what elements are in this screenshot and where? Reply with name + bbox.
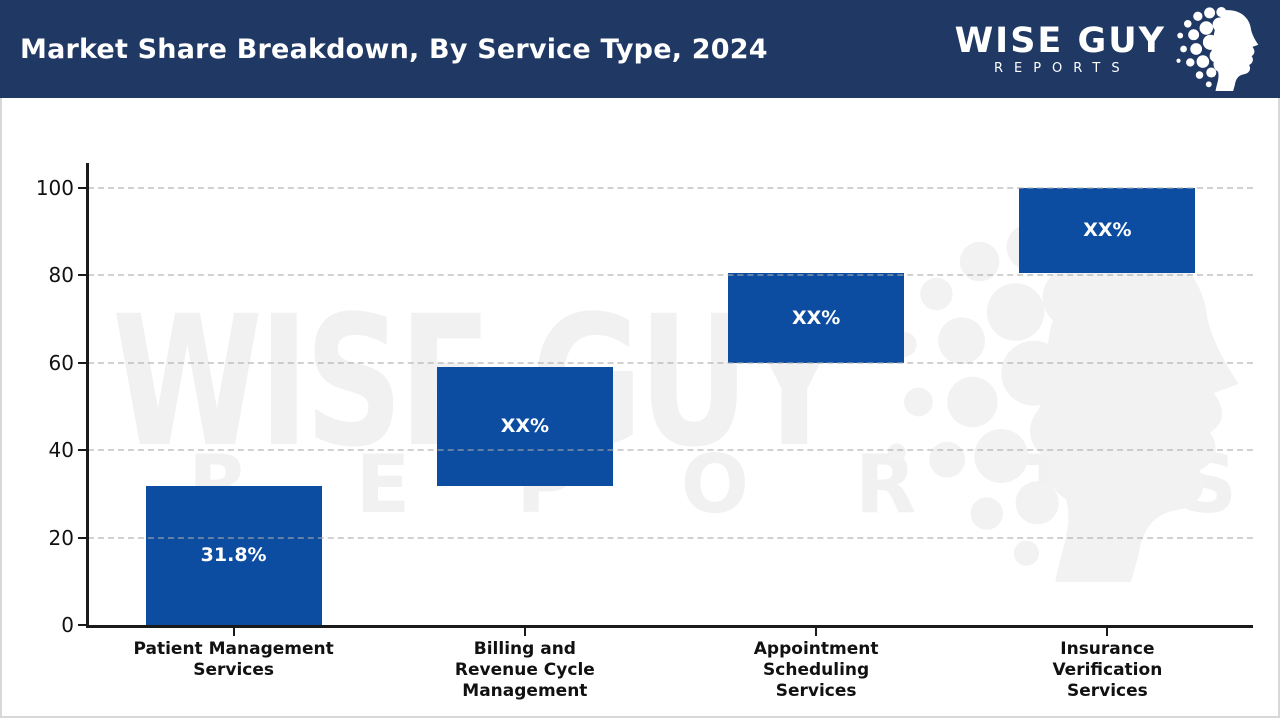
watermark-head-icon <box>887 222 1239 582</box>
bar-value-label: XX% <box>791 306 841 329</box>
brand-logo: WISE GUY REPORTS <box>955 7 1266 91</box>
y-axis-line <box>86 163 89 628</box>
bar: XX% <box>1019 187 1196 273</box>
brand-logo-text: WISE GUY REPORTS <box>955 23 1166 76</box>
y-tick-label: 0 <box>61 613 74 637</box>
gridline <box>88 186 1253 189</box>
gridline <box>88 449 1253 451</box>
bar-value-label: 31.8% <box>200 544 267 567</box>
x-category-label: Patient Management Services <box>133 639 334 680</box>
brand-subname: REPORTS <box>993 60 1131 76</box>
bar-value-label: XX% <box>500 415 550 438</box>
x-tick-mark <box>1106 628 1109 636</box>
x-category-label: Billing and Revenue Cycle Management <box>454 639 595 701</box>
frame-right <box>1278 98 1280 718</box>
x-tick-mark <box>232 628 235 636</box>
frame-left <box>0 98 2 718</box>
bar: 31.8% <box>145 485 322 625</box>
y-tick-mark <box>78 624 86 626</box>
y-tick-label: 100 <box>35 175 74 200</box>
y-tick-label: 40 <box>48 438 74 462</box>
brand-name: WISE GUY <box>954 20 1166 61</box>
y-tick-label: 80 <box>48 263 74 287</box>
x-category-label: Appointment Scheduling Services <box>753 639 879 701</box>
y-tick-label: 20 <box>48 525 74 550</box>
x-axis-line <box>86 625 1253 628</box>
x-tick-mark <box>815 628 818 636</box>
frame-bottom <box>0 716 1280 718</box>
y-tick-mark <box>78 274 86 276</box>
brand-head-icon <box>1176 7 1259 91</box>
x-category-label: Insurance Verification Services <box>1052 639 1163 701</box>
y-tick-label: 60 <box>48 350 74 375</box>
bar: XX% <box>436 366 613 486</box>
gridline <box>88 274 1253 276</box>
bar-value-label: XX% <box>1083 219 1132 242</box>
x-tick-mark <box>523 628 526 636</box>
header: Market Share Breakdown, By Service Type,… <box>0 0 1280 98</box>
y-tick-mark <box>78 361 86 364</box>
bar: XX% <box>728 272 905 363</box>
y-tick-mark <box>78 186 86 189</box>
y-tick-mark <box>78 449 86 451</box>
y-tick-mark <box>78 536 86 539</box>
gridline <box>88 361 1253 364</box>
page-title: Market Share Breakdown, By Service Type,… <box>20 33 768 65</box>
gridline <box>88 536 1253 539</box>
